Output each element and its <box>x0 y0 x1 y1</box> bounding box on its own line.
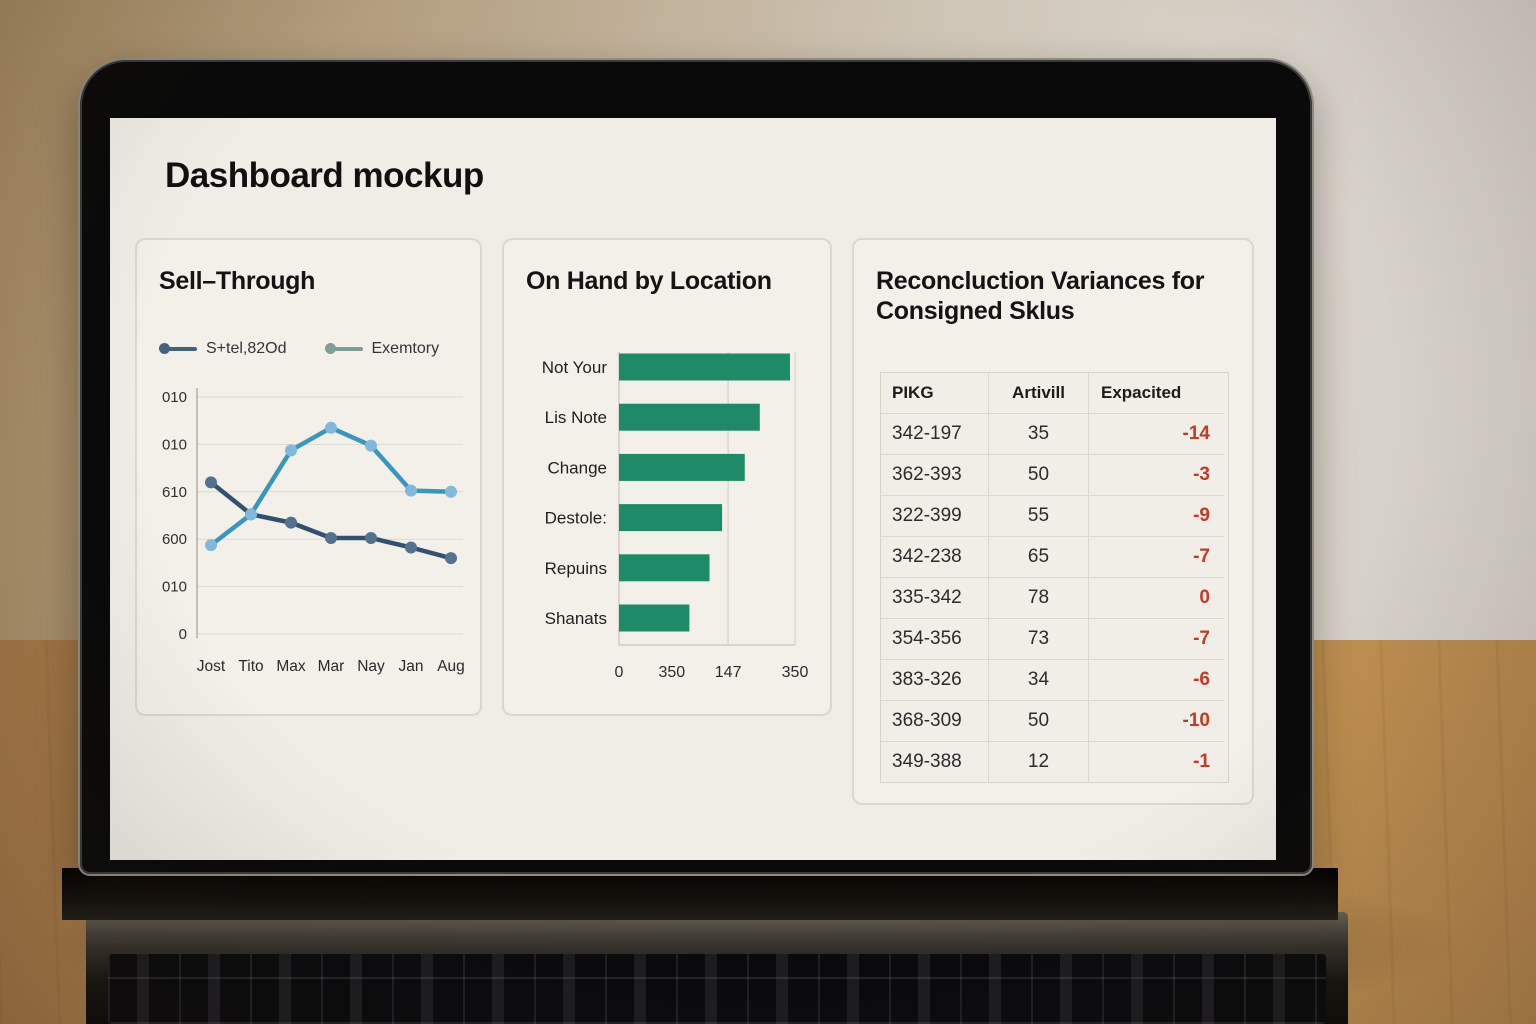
data-point-marker <box>245 508 257 521</box>
variance-cell: -9 <box>1089 495 1224 536</box>
data-point-marker <box>445 485 457 498</box>
tick-label: Jost <box>197 658 226 675</box>
qty-cell: 50 <box>989 454 1089 495</box>
panel-on-hand-title: On Hand by Location <box>526 267 772 295</box>
tick-label: Repuins <box>545 559 607 578</box>
qty-cell: 78 <box>989 577 1089 618</box>
variance-table: PIKG Artivill Expacited 342-197 35 -14 362-393… <box>880 372 1229 783</box>
bar <box>619 504 723 532</box>
legend-marker-icon <box>324 343 363 354</box>
tick-label: Jan <box>399 658 424 675</box>
sku-cell: 349-388 <box>881 741 989 782</box>
variance-cell: -10 <box>1089 700 1224 741</box>
data-point-marker <box>205 539 217 552</box>
sku-cell: 368-309 <box>881 700 989 741</box>
table-header-cell: PIKG <box>881 373 989 413</box>
sku-cell: 362-393 <box>881 454 989 495</box>
bar <box>619 554 710 582</box>
data-point-marker <box>365 532 377 545</box>
variance-cell: -7 <box>1089 618 1224 659</box>
sku-cell: 354-356 <box>881 618 989 659</box>
on-hand-bar-chart: Not Your Lis Note Change Destole: Repuins Sha… <box>542 352 809 681</box>
sku-cell: 342-238 <box>881 536 989 577</box>
table-header-cell: Artivill <box>989 373 1089 413</box>
tick-label: Max <box>276 658 306 675</box>
qty-cell: 34 <box>989 659 1089 700</box>
panel-sell-through: Sell–Through S+tel,82Od Exemtory 0 010 600 6… <box>135 238 482 716</box>
qty-cell: 50 <box>989 700 1089 741</box>
tick-label: 610 <box>162 484 187 501</box>
laptop-keyboard <box>108 954 1326 1024</box>
tick-label: 350 <box>658 664 685 681</box>
data-point-marker <box>365 439 377 452</box>
bar <box>619 403 760 431</box>
variance-cell: -14 <box>1089 413 1224 454</box>
sku-cell: 322-399 <box>881 495 989 536</box>
data-point-marker <box>445 552 457 565</box>
sku-cell: 335-342 <box>881 577 989 618</box>
sell-through-line-chart: 0 010 600 610 010 010 Jost Tito Max Mar Nay Jan Aug <box>162 388 465 675</box>
tick-label: 600 <box>162 531 187 548</box>
variance-cell: -3 <box>1089 454 1224 495</box>
tick-label: 0 <box>615 664 624 681</box>
qty-cell: 12 <box>989 741 1089 782</box>
qty-cell: 73 <box>989 618 1089 659</box>
data-point-marker <box>325 532 337 545</box>
legend-label: S+tel,82Od <box>206 340 287 357</box>
tick-label: 350 <box>782 664 809 681</box>
tick-label: Aug <box>437 658 465 675</box>
tick-label: Lis Note <box>545 408 607 427</box>
bar <box>619 604 690 632</box>
tick-label: Tito <box>238 658 263 675</box>
table-header-cell: Expacited <box>1101 383 1182 402</box>
tick-label: Mar <box>318 658 345 675</box>
qty-cell: 65 <box>989 536 1089 577</box>
tick-label: Destole: <box>545 509 607 528</box>
variance-cell: -7 <box>1089 536 1224 577</box>
data-point-marker <box>285 516 297 529</box>
laptop-hinge <box>62 868 1338 920</box>
page-title: Dashboard mockup <box>165 156 484 195</box>
tick-label: Nay <box>357 658 385 675</box>
legend-item: S+tel,82Od <box>159 340 287 358</box>
qty-cell: 55 <box>989 495 1089 536</box>
panel-reconciliation: Reconcluction Variances for Consigned Sk… <box>852 238 1254 805</box>
variance-cell: 0 <box>1089 577 1224 618</box>
sell-through-legend: S+tel,82Od Exemtory <box>159 340 440 358</box>
tick-label: 010 <box>162 436 187 453</box>
panel-reconciliation-title: Reconcluction Variances for Consigned Sk… <box>876 267 1205 325</box>
data-point-marker <box>325 421 337 434</box>
data-point-marker <box>285 444 297 457</box>
legend-marker-icon <box>159 343 197 354</box>
legend-item: Exemtory <box>324 340 440 358</box>
tick-label: 010 <box>162 389 187 406</box>
panel-sell-through-title: Sell–Through <box>159 267 316 295</box>
data-point-marker <box>205 476 217 489</box>
tick-label: 0 <box>179 626 187 643</box>
variance-cell: -1 <box>1089 741 1224 782</box>
tick-label: 010 <box>162 579 187 596</box>
qty-cell: 35 <box>989 413 1089 454</box>
tick-label: Change <box>547 458 607 477</box>
sku-cell: 383-326 <box>881 659 989 700</box>
variance-cell: -6 <box>1089 659 1224 700</box>
laptop-base <box>86 912 1348 1024</box>
sku-cell: 342-197 <box>881 413 989 454</box>
bar <box>619 453 745 481</box>
tick-label: 147 <box>715 664 742 681</box>
bar <box>619 353 790 381</box>
tick-label: Not Your <box>542 358 608 377</box>
laptop-screen: Dashboard mockup Sell–Through S+tel,82Od… <box>110 118 1276 860</box>
legend-label: Exemtory <box>371 340 440 357</box>
data-point-marker <box>405 484 417 497</box>
panel-on-hand: On Hand by Location Not Your Lis Note Chan… <box>502 238 832 716</box>
data-point-marker <box>405 541 417 554</box>
tick-label: Shanats <box>545 609 607 628</box>
